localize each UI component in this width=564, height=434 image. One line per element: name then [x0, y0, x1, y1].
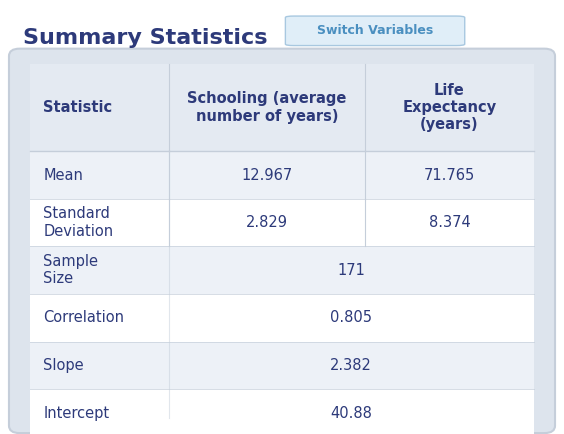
Text: Switch Variables: Switch Variables: [317, 24, 433, 37]
Text: 40.88: 40.88: [331, 405, 372, 421]
Bar: [30, 342, 534, 389]
Bar: [30, 151, 534, 199]
Text: Schooling (average
number of years): Schooling (average number of years): [187, 91, 346, 124]
Text: Statistic: Statistic: [43, 100, 113, 115]
Text: 12.967: 12.967: [241, 168, 293, 183]
Text: Standard
Deviation: Standard Deviation: [43, 207, 113, 239]
Text: 2.382: 2.382: [331, 358, 372, 373]
Text: Summary Statistics: Summary Statistics: [23, 28, 267, 48]
Text: Slope: Slope: [43, 358, 84, 373]
Text: Mean: Mean: [43, 168, 83, 183]
Text: Sample
Size: Sample Size: [43, 254, 99, 286]
Bar: [30, 389, 534, 434]
Bar: [30, 199, 534, 247]
Text: Correlation: Correlation: [43, 310, 125, 326]
Text: Intercept: Intercept: [43, 405, 109, 421]
Bar: [30, 294, 534, 342]
Text: 0.805: 0.805: [331, 310, 372, 326]
Text: Life
Expectancy
(years): Life Expectancy (years): [402, 82, 496, 132]
Bar: [30, 247, 534, 294]
FancyBboxPatch shape: [9, 49, 555, 433]
Text: 171: 171: [337, 263, 365, 278]
Text: 8.374: 8.374: [429, 215, 470, 230]
Text: 71.765: 71.765: [424, 168, 475, 183]
Bar: [30, 64, 534, 151]
FancyBboxPatch shape: [285, 16, 465, 46]
Text: 2.829: 2.829: [246, 215, 288, 230]
